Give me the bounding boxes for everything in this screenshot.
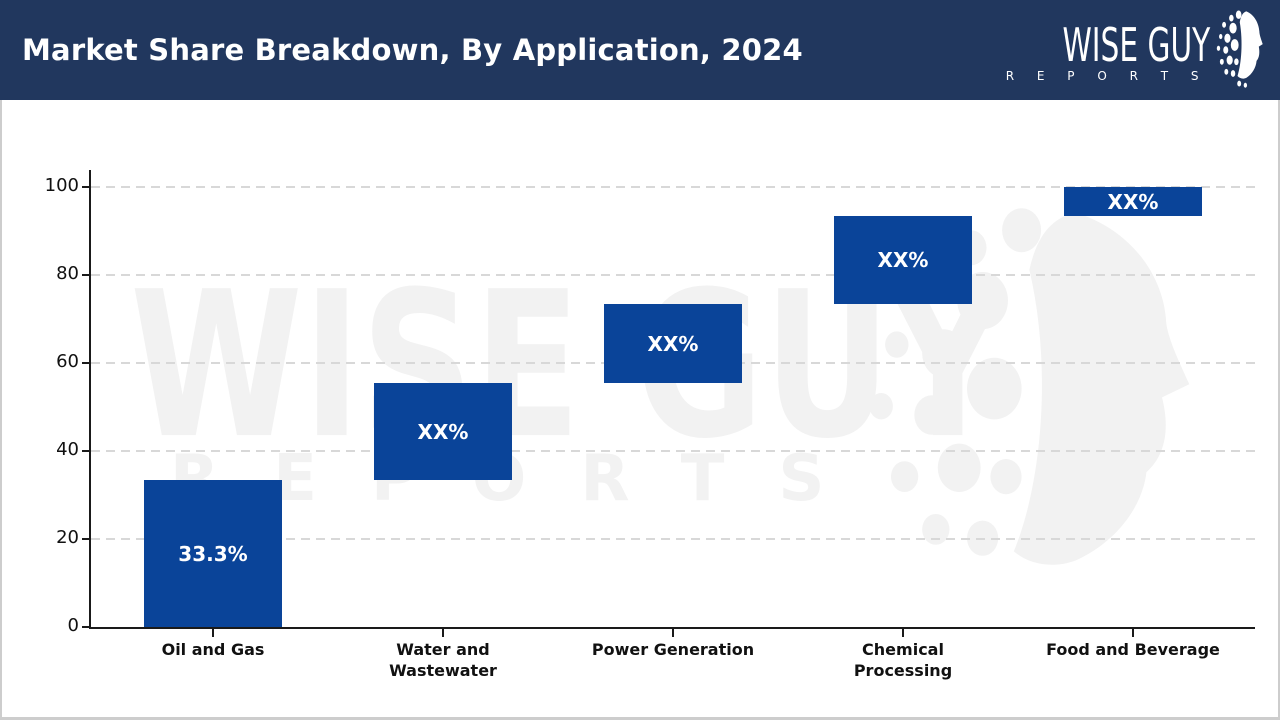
y-tick-label: 0 (67, 615, 79, 636)
y-tick-label: 80 (56, 263, 79, 284)
x-tick-label: Food and Beverage (1046, 640, 1220, 659)
bar: XX% (374, 382, 512, 481)
y-tick-mark (82, 362, 90, 364)
y-tick-mark (82, 626, 90, 628)
x-tick-label: Chemical Processing (853, 640, 953, 680)
y-tick-label: 20 (56, 527, 79, 548)
gridline (91, 538, 1255, 540)
x-tick-mark (442, 628, 444, 637)
wise-guy-reports-logo: WISE GUY R E P O R T S (1006, 6, 1272, 96)
bar-label: XX% (1107, 189, 1159, 214)
gridline (91, 186, 1255, 188)
logo-wordmark: WISE GUY (1062, 18, 1210, 73)
x-axis-spine (89, 627, 1255, 629)
chart: WISE GUY REPORTS 0 20 40 60 80 100 Oil and Gas… (2, 100, 1280, 717)
header: Market Share Breakdown, By Application, … (0, 0, 1280, 100)
y-tick-mark (82, 450, 90, 452)
y-tick-mark (82, 274, 90, 276)
bar: XX% (1064, 187, 1202, 217)
y-tick-label: 60 (56, 351, 79, 372)
x-tick-mark (902, 628, 904, 637)
logo-text: WISE GUY R E P O R T S (1006, 22, 1210, 83)
bar: 33.3% (144, 480, 282, 627)
gridline (91, 450, 1255, 452)
y-tick-mark (82, 186, 90, 188)
x-tick-mark (1132, 628, 1134, 637)
bar-label: XX% (647, 331, 699, 356)
x-tick-label: Power Generation (591, 640, 755, 659)
bar: XX% (604, 304, 742, 383)
gridline (91, 274, 1255, 276)
x-tick-label: Water and Wastewater (389, 640, 497, 680)
bar-label: 33.3% (178, 541, 248, 566)
x-tick-mark (212, 628, 214, 637)
y-axis-spine (89, 170, 91, 629)
logo-reports-label: R E P O R T S (1005, 69, 1208, 83)
bar-label: XX% (877, 248, 929, 273)
page-title: Market Share Breakdown, By Application, … (22, 33, 803, 67)
x-tick-mark (672, 628, 674, 637)
logo-head-icon (1216, 10, 1263, 88)
bar-label: XX% (417, 419, 469, 444)
y-tick-mark (82, 538, 90, 540)
y-tick-label: 40 (56, 439, 79, 460)
y-tick-label: 100 (44, 175, 79, 196)
bar: XX% (834, 216, 972, 305)
x-tick-label: Oil and Gas (161, 640, 265, 659)
